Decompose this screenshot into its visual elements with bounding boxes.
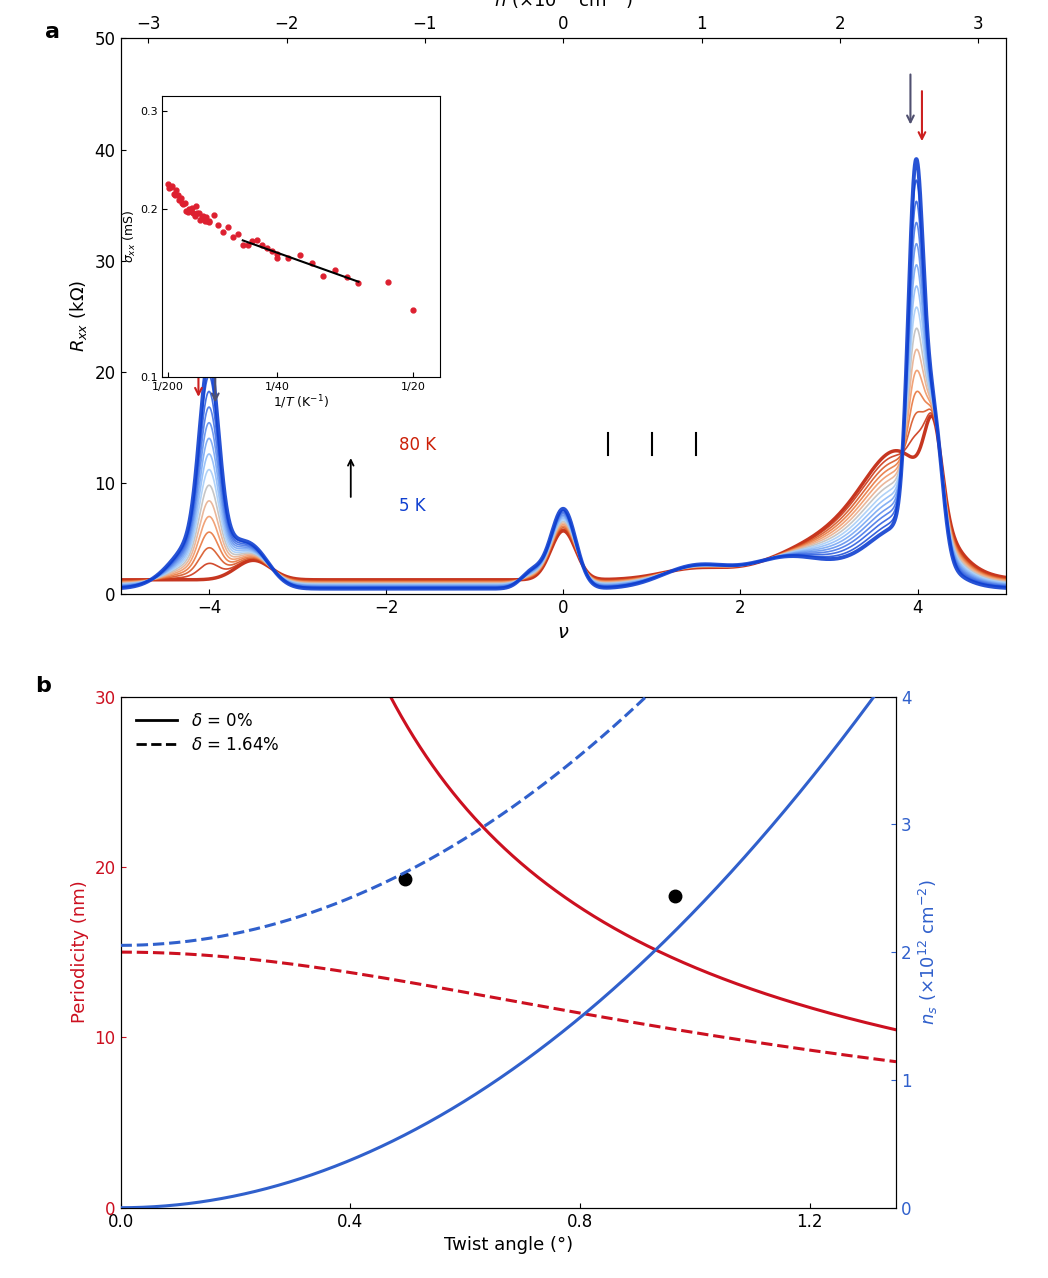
- Text: a: a: [45, 22, 60, 42]
- X-axis label: $n$ ($\times$10$^{12}$ cm$^{-2}$): $n$ ($\times$10$^{12}$ cm$^{-2}$): [494, 0, 633, 12]
- Text: 80 K: 80 K: [399, 436, 437, 454]
- Text: 5 K: 5 K: [399, 497, 427, 515]
- Legend: $\delta$ = 0%, $\delta$ = 1.64%: $\delta$ = 0%, $\delta$ = 1.64%: [129, 705, 286, 760]
- Text: b: b: [36, 676, 51, 697]
- X-axis label: $1/T$ (K$^{-1}$): $1/T$ (K$^{-1}$): [274, 394, 329, 410]
- Y-axis label: $n_s$ ($\times$10$^{12}$ cm$^{-2}$): $n_s$ ($\times$10$^{12}$ cm$^{-2}$): [917, 879, 940, 1025]
- Y-axis label: $R_{xx}$ (k$\Omega$): $R_{xx}$ (k$\Omega$): [68, 280, 89, 353]
- Y-axis label: $\sigma_{xx}$ (mS): $\sigma_{xx}$ (mS): [123, 210, 138, 263]
- X-axis label: $\nu$: $\nu$: [558, 622, 569, 642]
- X-axis label: Twist angle (°): Twist angle (°): [443, 1236, 573, 1254]
- Y-axis label: Periodicity (nm): Periodicity (nm): [71, 881, 89, 1024]
